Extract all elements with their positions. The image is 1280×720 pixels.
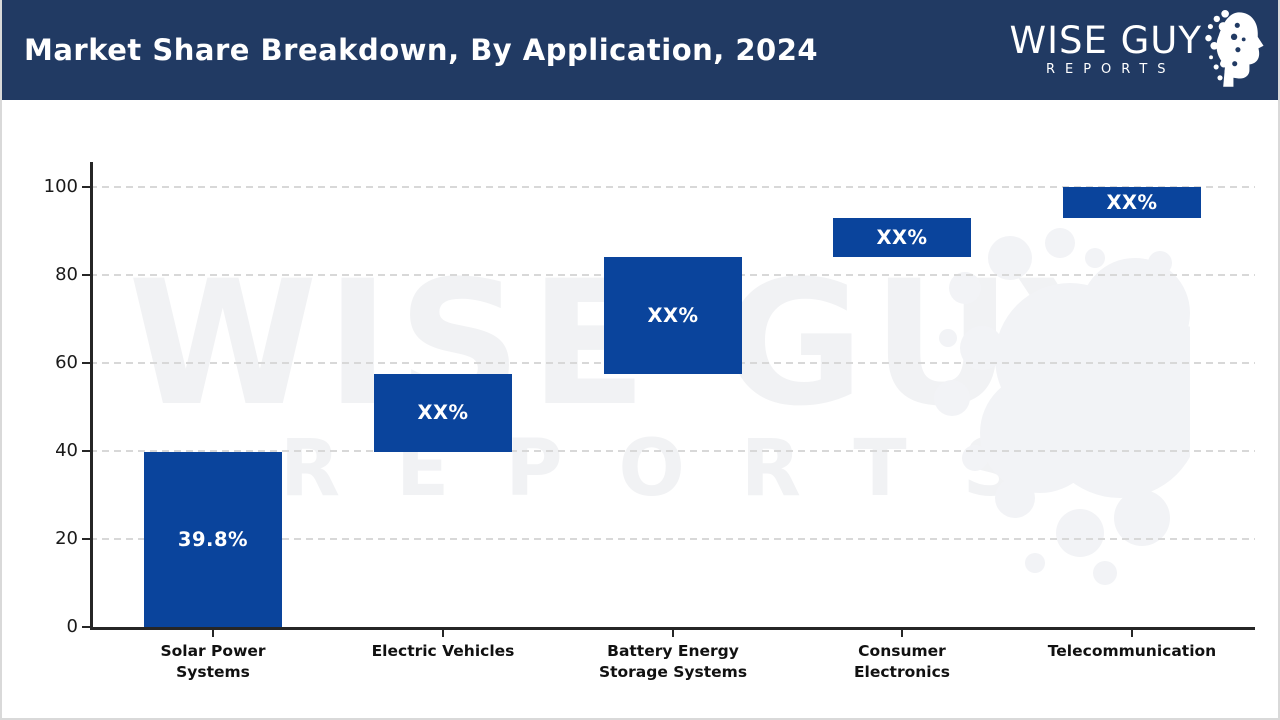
bar-segment: XX%	[833, 217, 971, 258]
watermark-head-icon	[934, 228, 1190, 585]
bar-value-label: XX%	[876, 226, 928, 250]
x-axis-tick	[212, 629, 214, 637]
y-tick-label: 100	[43, 176, 78, 197]
x-axis-tick	[901, 629, 903, 637]
bar-value-label: 39.8%	[177, 527, 249, 551]
brand-logo-text: WISE GUY REPORTS	[1009, 18, 1202, 77]
brand-name: WISE GUY	[1009, 18, 1202, 62]
page-title: Market Share Breakdown, By Application, …	[24, 33, 819, 67]
x-tick-label: Consumer Electronics	[853, 642, 951, 681]
bar-segment: 39.8%	[144, 451, 282, 627]
x-axis-tick	[442, 629, 444, 637]
y-axis-tick	[82, 450, 90, 452]
y-tick-label: 20	[55, 528, 78, 549]
bar-segment: XX%	[374, 374, 512, 452]
x-tick-label: Solar Power Systems	[160, 642, 266, 681]
brand-head-icon	[1205, 9, 1264, 87]
y-tick-label: 40	[55, 440, 78, 461]
bar-segment: XX%	[1063, 187, 1201, 218]
y-tick-label: 0	[66, 616, 78, 637]
chart-area: WISE GUY REPORTS 0 20 40 60 80 100 39.8% XX% XX%…	[2, 100, 1278, 718]
y-tick-label: 80	[55, 264, 78, 285]
x-tick-label: Battery Energy Storage Systems	[598, 642, 748, 681]
x-axis-tick	[672, 629, 674, 637]
y-axis-tick	[82, 538, 90, 540]
bar-segment: XX%	[604, 257, 742, 374]
y-axis-tick	[82, 274, 90, 276]
y-axis-tick	[82, 626, 90, 628]
x-tick-label: Electric Vehicles	[371, 642, 515, 660]
x-axis-tick	[1131, 629, 1133, 637]
y-axis-tick	[82, 186, 90, 188]
x-axis	[90, 627, 1255, 630]
y-axis-tick	[82, 362, 90, 364]
gridline	[90, 450, 1255, 452]
bar-value-label: XX%	[1106, 190, 1158, 214]
brand-logo: WISE GUY REPORTS	[1010, 6, 1268, 92]
y-tick-label: 60	[55, 352, 78, 373]
gridline	[90, 538, 1255, 540]
x-tick-label: Telecommunication	[1047, 642, 1217, 660]
bar-value-label: XX%	[647, 304, 699, 328]
brand-subname: REPORTS	[1045, 61, 1176, 77]
header-bar: Market Share Breakdown, By Application, …	[2, 0, 1278, 100]
gridline	[90, 186, 1255, 188]
bar-value-label: XX%	[417, 401, 469, 425]
y-axis	[90, 162, 93, 629]
